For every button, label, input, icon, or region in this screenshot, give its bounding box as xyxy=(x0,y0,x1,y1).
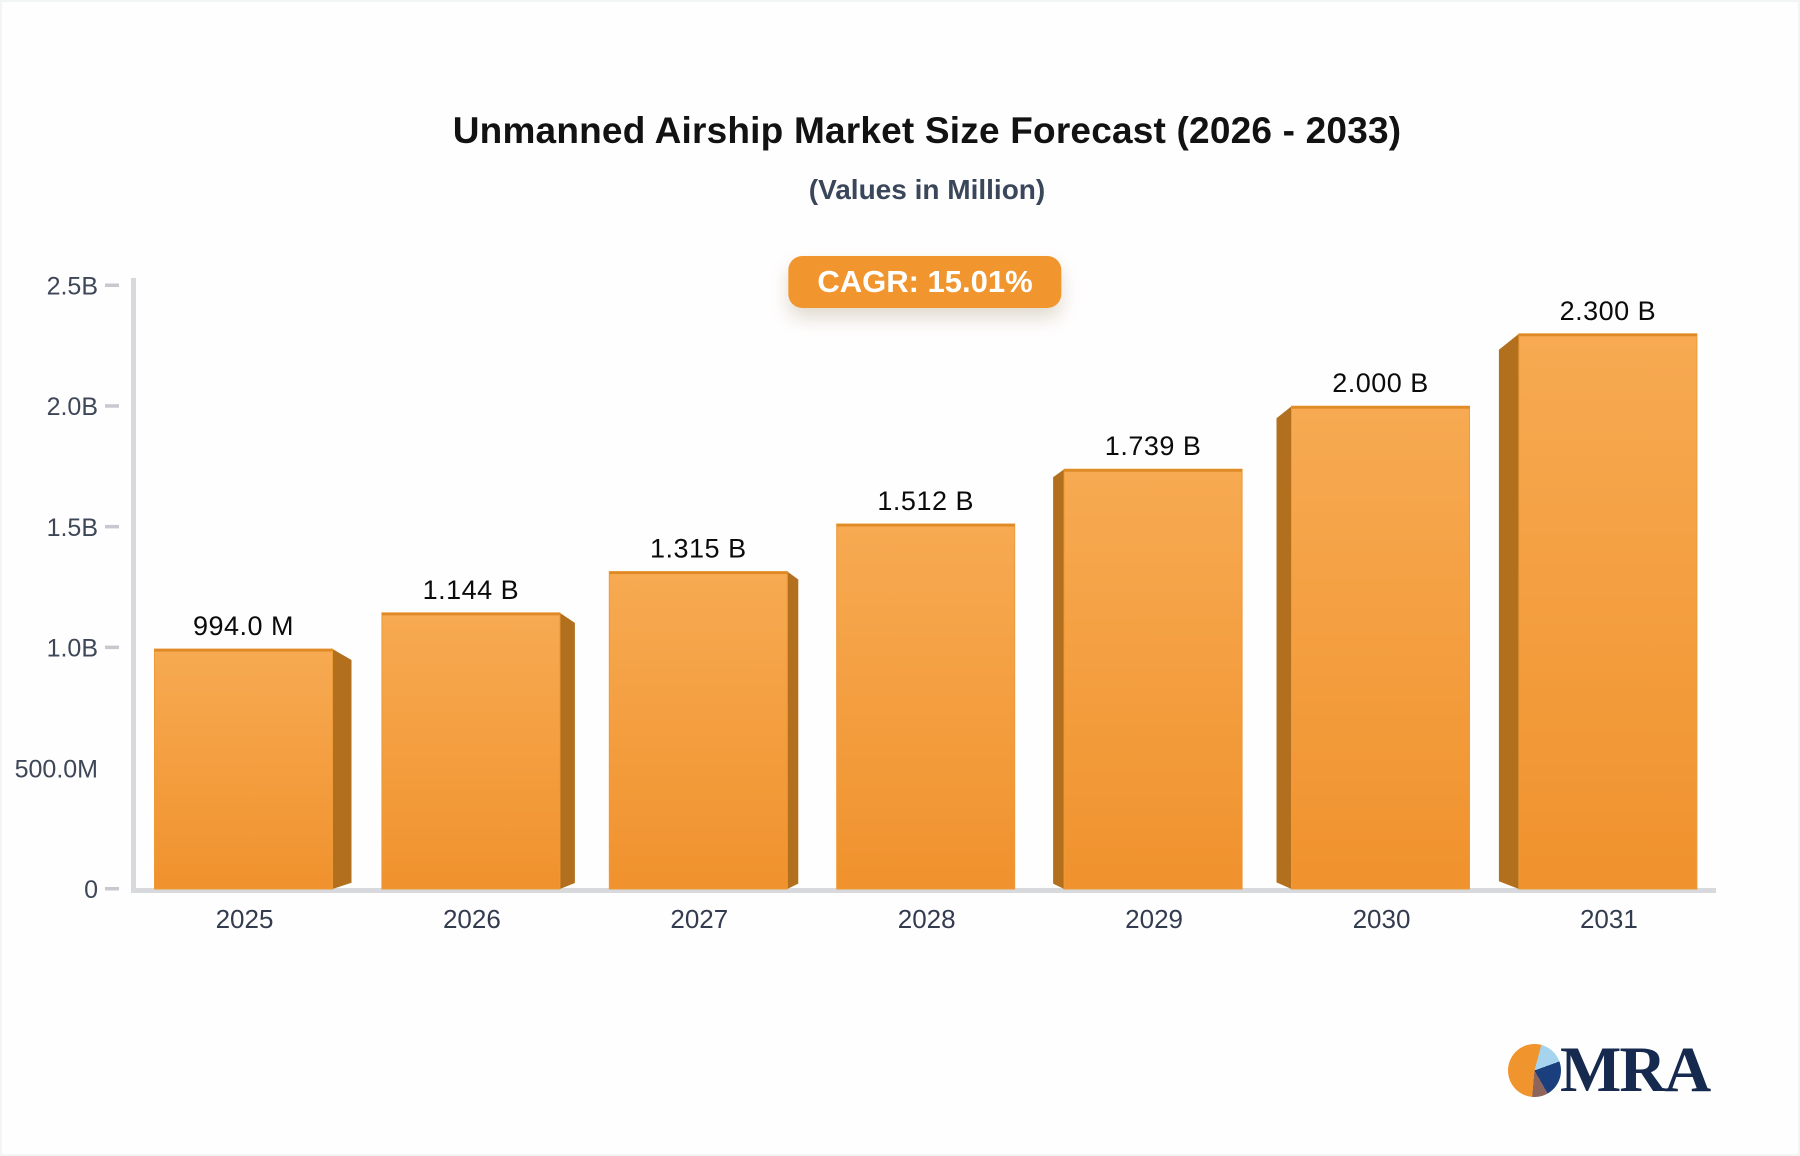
y-axis-label: 2.5B xyxy=(47,273,98,301)
bar-side-face xyxy=(787,571,799,889)
bar-side-face xyxy=(1498,333,1519,889)
bar-value-label: 2.300 B xyxy=(1560,296,1657,326)
bar-side-face xyxy=(1053,469,1065,889)
bar-group-2026: 1.144 B 2026 xyxy=(381,575,575,934)
y-tick-dash xyxy=(105,645,119,650)
bar-side-face xyxy=(332,649,352,889)
bar-top-edge xyxy=(609,571,788,575)
y-axis-label: 2.0B xyxy=(47,393,98,421)
bar-value-label: 1.512 B xyxy=(877,486,974,516)
bar-top-edge xyxy=(836,524,1015,527)
bar-group-2027: 1.315 B 2027 xyxy=(608,534,799,934)
bar-side-face xyxy=(559,612,575,889)
x-axis-label: 2026 xyxy=(443,904,501,934)
bar-group-2025: 994.0 M 2025 xyxy=(154,611,352,934)
bar-top-edge xyxy=(381,612,560,616)
bar-face xyxy=(381,612,561,890)
y-axis-line xyxy=(131,278,136,893)
bar-group-2031: 2.300 B 2031 xyxy=(1498,296,1698,934)
bar-face xyxy=(1291,405,1470,890)
bar-face xyxy=(608,571,788,890)
y-tick-dash xyxy=(105,887,119,891)
bar-value-label: 2.000 B xyxy=(1332,368,1429,398)
bar-value-label: 1.739 B xyxy=(1105,431,1202,461)
x-axis-label: 2025 xyxy=(216,904,274,934)
bar-top-edge xyxy=(154,649,333,652)
bar-top-edge xyxy=(1064,469,1243,472)
x-axis-label: 2029 xyxy=(1125,904,1183,934)
y-tick-dash xyxy=(105,524,119,529)
y-tick-dash xyxy=(105,404,119,408)
x-axis-label: 2030 xyxy=(1353,904,1411,934)
y-axis-label: 1.0B xyxy=(47,635,98,663)
cagr-badge: CAGR: 15.01% xyxy=(788,256,1062,308)
bar-face xyxy=(154,648,333,890)
bar-value-label: 994.0 M xyxy=(193,611,294,641)
bar-top-edge xyxy=(1518,333,1697,337)
bar-top-edge xyxy=(1291,406,1470,409)
bar-side-face xyxy=(1276,406,1292,889)
x-axis-label: 2028 xyxy=(898,904,956,934)
bar-face xyxy=(1063,468,1243,890)
y-axis-label: 500.0M xyxy=(15,755,98,783)
bar-value-label: 1.315 B xyxy=(650,534,747,564)
page-title: Unmanned Airship Market Size Forecast (2… xyxy=(452,110,1402,151)
bar-group-2029: 1.739 B 2029 xyxy=(1053,431,1243,934)
x-axis-label: 2027 xyxy=(670,904,728,934)
bar-value-label: 1.144 B xyxy=(423,575,520,605)
bar-group-2028: 1.512 B 2028 xyxy=(836,486,1016,934)
y-axis-label: 1.5B xyxy=(47,514,98,542)
logo-text: MRA xyxy=(1560,1034,1711,1106)
bar-face xyxy=(1518,333,1698,890)
pie-chart-icon xyxy=(1508,1044,1561,1097)
y-tick-dash xyxy=(105,283,119,287)
x-axis-label: 2031 xyxy=(1580,904,1638,934)
chart-subtitle: (Values in Million) xyxy=(808,174,1046,205)
bar-chart-svg: 0 500.0M 1.0B 1.5B 2.0B 2.5B 994.0 M 2025 1.144 … xyxy=(15,273,1716,934)
bar-group-2030: 2.000 B 2030 xyxy=(1276,368,1470,934)
y-axis-label: 0 xyxy=(84,876,98,904)
mra-logo: MRA xyxy=(1508,1038,1768,1108)
bar-face xyxy=(836,523,1016,890)
x-axis-line xyxy=(131,888,1716,893)
